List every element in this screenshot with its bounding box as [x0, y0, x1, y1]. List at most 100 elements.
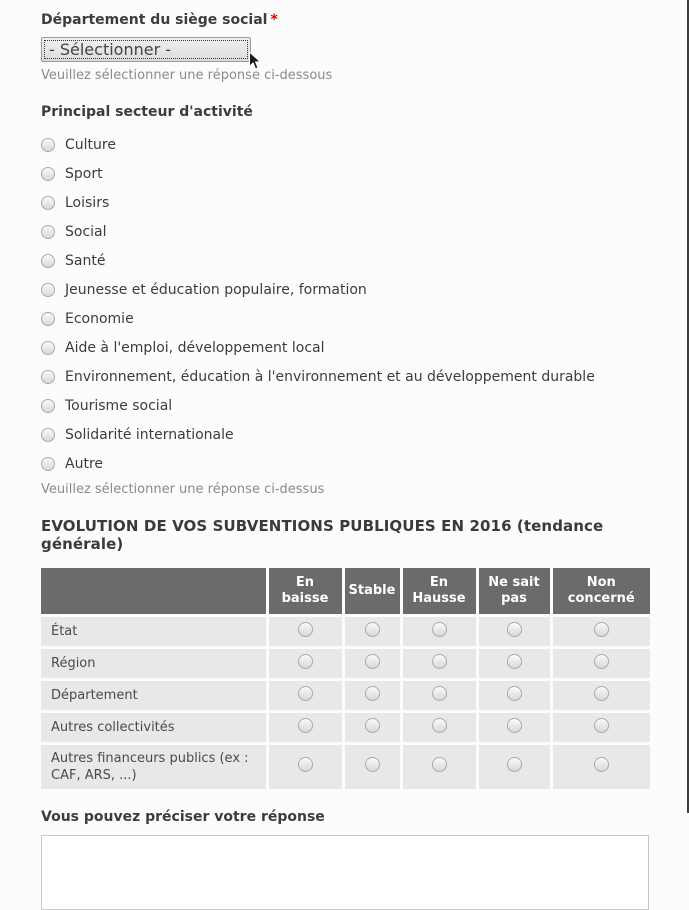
- radio-icon[interactable]: [364, 757, 380, 772]
- matrix-cell[interactable]: [343, 711, 403, 745]
- matrix-cell[interactable]: [343, 615, 403, 649]
- radio-icon[interactable]: [41, 195, 55, 210]
- column-header-en-hausse: En Hausse: [401, 568, 479, 617]
- radio-icon[interactable]: [41, 369, 55, 384]
- sector-option-tourisme[interactable]: Tourisme social: [41, 395, 650, 416]
- radio-icon[interactable]: [431, 717, 447, 733]
- matrix-cell[interactable]: [551, 743, 650, 789]
- radio-icon[interactable]: [431, 621, 447, 637]
- radio-icon[interactable]: [41, 427, 55, 442]
- sector-option-label: Jeunesse et éducation populaire, formati…: [65, 281, 367, 298]
- radio-icon[interactable]: [364, 717, 380, 733]
- sector-option-solidarite[interactable]: Solidarité internationale: [41, 424, 650, 445]
- radio-icon[interactable]: [593, 685, 609, 701]
- department-field: Département du siège social * - Sélection…: [41, 11, 650, 84]
- matrix-cell[interactable]: [551, 615, 650, 649]
- sector-option-aide-emploi[interactable]: Aide à l'emploi, développement local: [41, 337, 650, 358]
- radio-icon[interactable]: [593, 653, 609, 669]
- matrix-cell[interactable]: [267, 679, 345, 713]
- column-header-non-concerne: Non concerné: [551, 568, 650, 617]
- radio-icon[interactable]: [41, 311, 55, 326]
- matrix-cell[interactable]: [267, 743, 345, 789]
- department-helper-text: Veuillez sélectionner une réponse ci-des…: [41, 68, 333, 83]
- sector-option-label: Aide à l'emploi, développement local: [65, 339, 325, 356]
- window-edge: [687, 0, 689, 813]
- radio-icon[interactable]: [431, 757, 447, 772]
- radio-icon[interactable]: [506, 685, 522, 701]
- subventions-section: EVOLUTION DE VOS SUBVENTIONS PUBLIQUES E…: [41, 517, 650, 789]
- matrix-cell[interactable]: [551, 679, 650, 713]
- radio-icon[interactable]: [41, 224, 55, 239]
- sector-option-jeunesse[interactable]: Jeunesse et éducation populaire, formati…: [41, 279, 650, 300]
- radio-icon[interactable]: [41, 282, 55, 297]
- radio-icon[interactable]: [593, 757, 609, 772]
- subventions-matrix-table: En baisse Stable En Hausse Ne sait pas N…: [41, 568, 650, 789]
- matrix-cell[interactable]: [267, 647, 345, 681]
- precision-textarea[interactable]: [41, 834, 649, 910]
- matrix-cell[interactable]: [551, 711, 650, 745]
- radio-icon[interactable]: [41, 137, 55, 152]
- radio-icon[interactable]: [297, 757, 313, 772]
- matrix-cell[interactable]: [267, 711, 345, 745]
- radio-icon[interactable]: [506, 717, 522, 733]
- sector-option-label: Culture: [65, 136, 116, 153]
- sector-option-label: Tourisme social: [65, 397, 173, 414]
- matrix-cell[interactable]: [343, 743, 403, 789]
- precision-label: Vous pouvez préciser votre réponse: [41, 808, 325, 825]
- sector-option-label: Santé: [65, 252, 106, 269]
- matrix-cell[interactable]: [401, 743, 479, 789]
- radio-icon[interactable]: [364, 653, 380, 669]
- sector-option-label: Loisirs: [65, 194, 110, 211]
- radio-icon[interactable]: [593, 717, 609, 733]
- radio-icon[interactable]: [41, 253, 55, 268]
- matrix-row-etat: État: [41, 615, 650, 649]
- matrix-cell[interactable]: [477, 711, 553, 745]
- radio-icon[interactable]: [364, 621, 380, 637]
- radio-icon[interactable]: [41, 398, 55, 413]
- radio-icon[interactable]: [506, 757, 522, 772]
- sector-label: Principal secteur d'activité: [41, 104, 253, 120]
- matrix-cell[interactable]: [477, 743, 553, 789]
- sector-option-sante[interactable]: Santé: [41, 250, 650, 271]
- radio-icon[interactable]: [297, 621, 313, 637]
- sector-option-autre[interactable]: Autre: [41, 453, 650, 474]
- matrix-cell[interactable]: [477, 615, 553, 649]
- matrix-cell[interactable]: [477, 647, 553, 681]
- matrix-cell[interactable]: [401, 615, 479, 649]
- column-header-en-baisse: En baisse: [267, 568, 345, 617]
- subventions-heading: EVOLUTION DE VOS SUBVENTIONS PUBLIQUES E…: [41, 517, 604, 553]
- radio-icon[interactable]: [506, 653, 522, 669]
- radio-icon[interactable]: [506, 621, 522, 637]
- matrix-cell[interactable]: [401, 679, 479, 713]
- sector-option-label: Solidarité internationale: [65, 426, 234, 443]
- matrix-cell[interactable]: [343, 647, 403, 681]
- row-label: Département: [41, 679, 269, 713]
- radio-icon[interactable]: [431, 685, 447, 701]
- row-label: Autres financeurs publics (ex : CAF, ARS…: [41, 743, 269, 789]
- radio-icon[interactable]: [297, 685, 313, 701]
- radio-icon[interactable]: [593, 621, 609, 637]
- sector-option-loisirs[interactable]: Loisirs: [41, 192, 650, 213]
- department-select[interactable]: - Sélectionner -: [41, 37, 251, 62]
- sector-option-economie[interactable]: Economie: [41, 308, 650, 329]
- matrix-cell[interactable]: [401, 647, 479, 681]
- sector-option-environnement[interactable]: Environnement, éducation à l'environneme…: [41, 366, 650, 387]
- radio-icon[interactable]: [431, 653, 447, 669]
- radio-icon[interactable]: [297, 717, 313, 733]
- matrix-cell[interactable]: [343, 679, 403, 713]
- radio-icon[interactable]: [41, 166, 55, 181]
- matrix-corner-cell: [41, 568, 269, 617]
- matrix-cell[interactable]: [551, 647, 650, 681]
- radio-icon[interactable]: [297, 653, 313, 669]
- radio-icon[interactable]: [364, 685, 380, 701]
- matrix-cell[interactable]: [401, 711, 479, 745]
- matrix-cell[interactable]: [477, 679, 553, 713]
- radio-icon[interactable]: [41, 340, 55, 355]
- sector-field: Principal secteur d'activité Culture Spo…: [41, 103, 650, 498]
- matrix-cell[interactable]: [267, 615, 345, 649]
- sector-option-culture[interactable]: Culture: [41, 134, 650, 155]
- sector-option-sport[interactable]: Sport: [41, 163, 650, 184]
- radio-icon[interactable]: [41, 456, 55, 471]
- sector-option-social[interactable]: Social: [41, 221, 650, 242]
